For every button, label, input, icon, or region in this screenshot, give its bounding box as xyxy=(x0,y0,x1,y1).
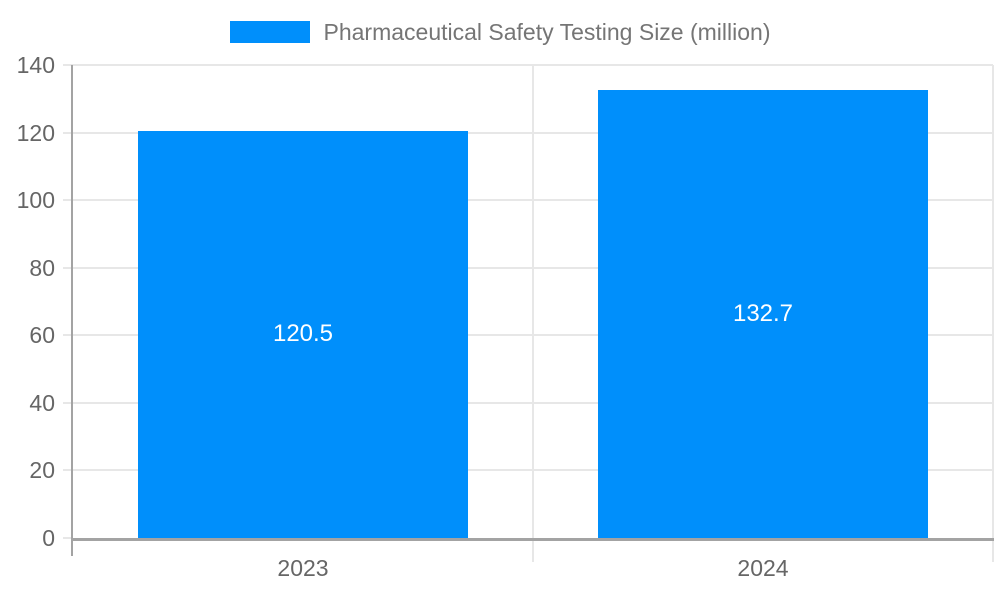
y-axis-tick xyxy=(63,199,73,202)
legend-label: Pharmaceutical Safety Testing Size (mill… xyxy=(323,19,771,45)
bar-2024[interactable] xyxy=(598,89,928,538)
legend[interactable]: Pharmaceutical Safety Testing Size (mill… xyxy=(0,18,1000,46)
x-axis-tick-label: 2023 xyxy=(277,555,329,581)
y-axis-tick xyxy=(63,401,73,404)
bar-2023[interactable] xyxy=(138,130,468,538)
y-axis-tick-label: 0 xyxy=(42,525,55,551)
bar-value-label: 132.7 xyxy=(732,299,794,327)
y-axis-tick-label: 100 xyxy=(16,187,55,214)
y-axis-tick xyxy=(63,64,73,66)
bar-value-label: 120.5 xyxy=(272,320,334,348)
y-axis-tick-label: 20 xyxy=(29,457,55,484)
y-axis-tick-label: 60 xyxy=(29,322,55,349)
y-axis-tick-label: 80 xyxy=(29,254,55,281)
y-axis-tick xyxy=(63,537,73,539)
y-axis-tick-label: 140 xyxy=(16,52,55,78)
x-axis-line xyxy=(71,538,994,541)
legend-marker-swatch xyxy=(229,21,310,43)
y-axis-tick-label: 120 xyxy=(16,119,55,146)
gridline-v xyxy=(992,65,994,562)
gridline-v xyxy=(532,65,534,562)
y-axis-tick xyxy=(63,334,73,337)
y-axis-line xyxy=(71,65,73,556)
y-axis-tick xyxy=(63,131,73,134)
y-axis-tick xyxy=(63,266,73,269)
x-axis-tick-label: 2024 xyxy=(737,555,789,581)
y-axis-tick-label: 40 xyxy=(29,389,55,416)
y-axis-tick xyxy=(63,469,73,472)
